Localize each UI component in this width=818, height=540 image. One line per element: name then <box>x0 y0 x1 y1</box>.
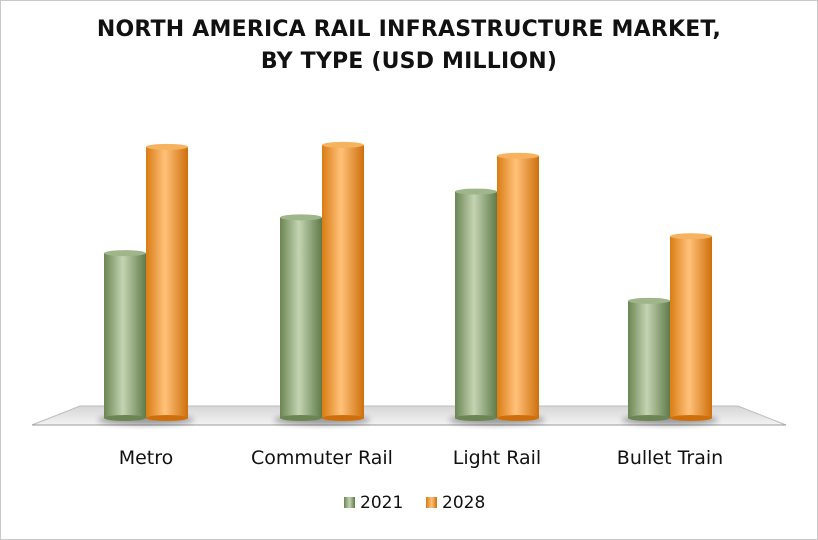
bar-metro-2028 <box>146 143 188 421</box>
bars-group <box>98 141 718 425</box>
chart-title-line-1: NORTH AMERICA RAIL INFRASTRUCTURE MARKET… <box>96 17 722 42</box>
bar-light-rail-2028 <box>497 152 539 421</box>
legend-swatch-2028 <box>426 497 437 508</box>
bar-light-rail-2021 <box>455 188 497 421</box>
legend-label-2021: 2021 <box>360 493 403 513</box>
category-label-light-rail: Light Rail <box>453 447 541 469</box>
bar-commuter-rail-2028 <box>322 141 364 421</box>
chart-title: NORTH AMERICA RAIL INFRASTRUCTURE MARKET… <box>0 14 818 78</box>
bar-metro-2021 <box>104 250 146 421</box>
legend-item-2028: 2028 <box>426 493 485 513</box>
legend: 2021 2028 <box>344 493 485 513</box>
bar-commuter-rail-2021 <box>280 214 322 421</box>
chart-title-line-2: BY TYPE (USD MILLION) <box>260 49 558 74</box>
legend-item-2021: 2021 <box>344 493 403 513</box>
bar-bullet-train-2021 <box>628 297 670 421</box>
category-labels: Metro Commuter Rail Light Rail Bullet Train <box>119 447 723 469</box>
category-label-bullet-train: Bullet Train <box>617 447 723 469</box>
bar-bullet-train-2028 <box>670 233 712 421</box>
chart-floor <box>31 405 787 426</box>
category-label-commuter-rail: Commuter Rail <box>251 447 393 469</box>
category-label-metro: Metro <box>119 447 174 469</box>
legend-swatch-2021 <box>344 497 355 508</box>
legend-label-2028: 2028 <box>442 493 485 513</box>
